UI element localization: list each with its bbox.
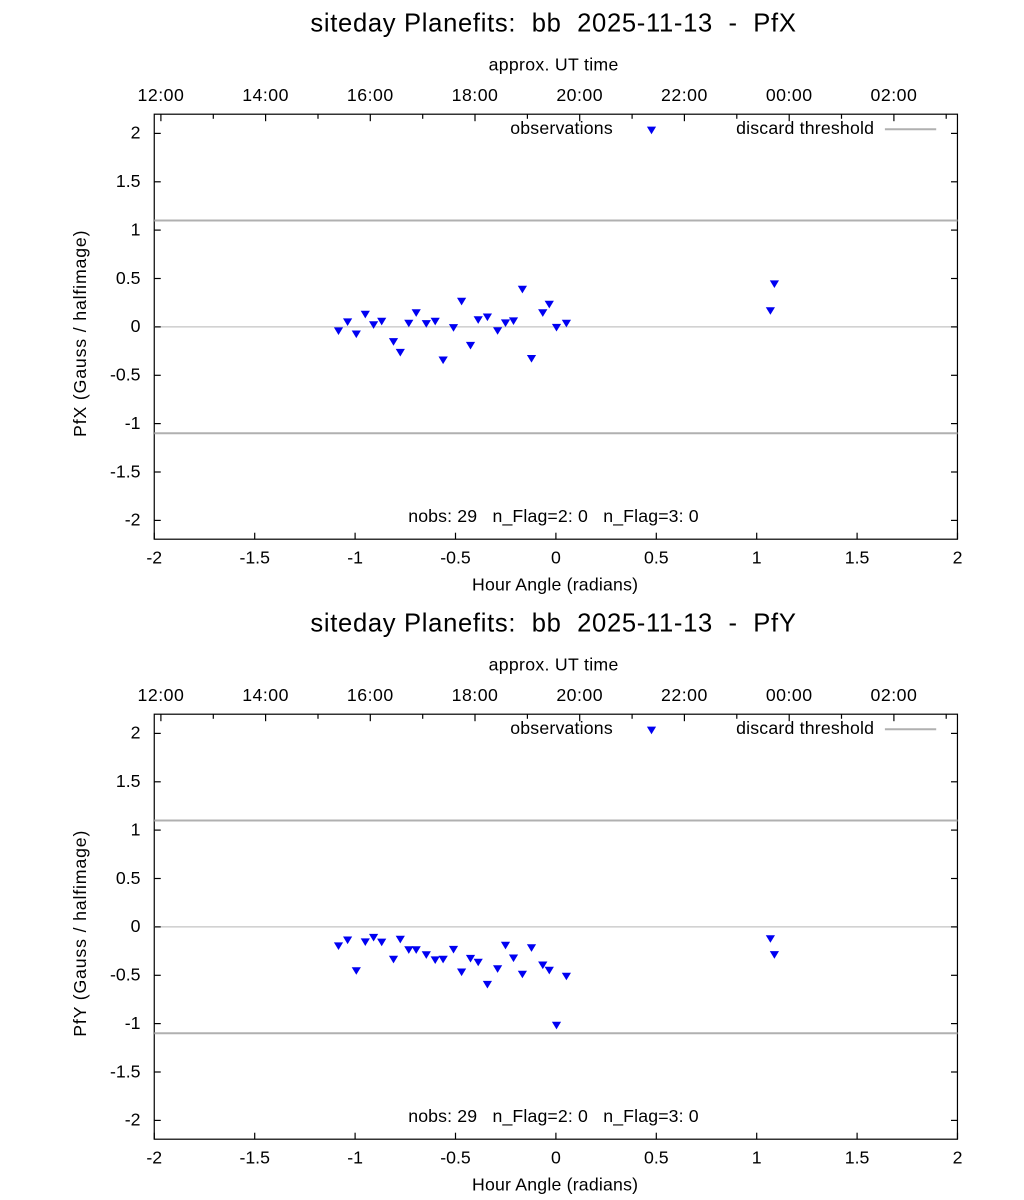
svg-text:2: 2: [953, 548, 963, 568]
svg-text:-1.5: -1.5: [239, 1148, 270, 1168]
svg-text:PfY (Gauss / halfimage): PfY (Gauss / halfimage): [70, 830, 90, 1037]
svg-text:-0.5: -0.5: [110, 365, 141, 385]
svg-text:22:00: 22:00: [661, 685, 708, 705]
svg-text:12:00: 12:00: [138, 85, 185, 105]
svg-text:-1: -1: [125, 1013, 141, 1033]
svg-text:-0.5: -0.5: [440, 548, 471, 568]
svg-text:0.5: 0.5: [116, 268, 141, 288]
svg-text:14:00: 14:00: [242, 685, 289, 705]
svg-text:-1.5: -1.5: [110, 1061, 141, 1081]
svg-text:20:00: 20:00: [556, 685, 603, 705]
svg-text:siteday Planefits: bb 2025-1: siteday Planefits: bb 2025-11-13 - PfX: [310, 10, 796, 38]
svg-text:0.5: 0.5: [644, 1148, 669, 1168]
svg-text:-0.5: -0.5: [440, 1148, 471, 1168]
svg-text:-0.5: -0.5: [110, 965, 141, 985]
svg-text:-1.5: -1.5: [239, 548, 270, 568]
svg-text:0: 0: [131, 916, 141, 936]
svg-text:0.5: 0.5: [644, 548, 669, 568]
svg-text:12:00: 12:00: [138, 685, 185, 705]
svg-text:1.5: 1.5: [116, 171, 141, 191]
svg-text:-1: -1: [125, 413, 141, 433]
svg-text:02:00: 02:00: [871, 85, 918, 105]
svg-text:00:00: 00:00: [766, 85, 813, 105]
svg-text:22:00: 22:00: [661, 85, 708, 105]
svg-text:discard threshold: discard threshold: [736, 118, 874, 138]
svg-text:-2: -2: [146, 548, 162, 568]
svg-text:-1: -1: [347, 1148, 363, 1168]
svg-text:nobs: 29 n_Flag=2: 0 n_Fla: nobs: 29 n_Flag=2: 0 n_Flag=3: 0: [408, 506, 699, 527]
svg-text:2: 2: [131, 123, 141, 143]
svg-text:18:00: 18:00: [452, 685, 499, 705]
svg-text:1.5: 1.5: [116, 771, 141, 791]
svg-text:0: 0: [551, 1148, 561, 1168]
svg-text:-1: -1: [347, 548, 363, 568]
svg-text:approx. UT time: approx. UT time: [489, 54, 619, 74]
svg-text:00:00: 00:00: [766, 685, 813, 705]
svg-text:observations: observations: [510, 718, 613, 738]
svg-text:20:00: 20:00: [556, 85, 603, 105]
svg-text:PfX (Gauss / halfimage): PfX (Gauss / halfimage): [70, 230, 90, 437]
svg-text:Hour Angle (radians): Hour Angle (radians): [472, 574, 638, 594]
svg-text:nobs: 29 n_Flag=2: 0 n_Fla: nobs: 29 n_Flag=2: 0 n_Flag=3: 0: [408, 1106, 699, 1127]
svg-text:0: 0: [131, 316, 141, 336]
svg-text:0.5: 0.5: [116, 868, 141, 888]
svg-text:-1.5: -1.5: [110, 461, 141, 481]
svg-text:16:00: 16:00: [347, 85, 394, 105]
svg-text:14:00: 14:00: [242, 85, 289, 105]
svg-text:1: 1: [131, 219, 141, 239]
svg-text:16:00: 16:00: [347, 685, 394, 705]
svg-text:18:00: 18:00: [452, 85, 499, 105]
svg-text:Hour Angle (radians): Hour Angle (radians): [472, 1174, 638, 1194]
svg-text:1.5: 1.5: [845, 548, 870, 568]
svg-text:-2: -2: [125, 1110, 141, 1130]
svg-text:approx. UT time: approx. UT time: [489, 654, 619, 674]
svg-text:siteday Planefits: bb 2025-1: siteday Planefits: bb 2025-11-13 - PfY: [310, 610, 796, 638]
svg-text:2: 2: [131, 723, 141, 743]
svg-text:discard threshold: discard threshold: [736, 718, 874, 738]
svg-text:2: 2: [953, 1148, 963, 1168]
svg-text:1.5: 1.5: [845, 1148, 870, 1168]
svg-text:-2: -2: [125, 510, 141, 530]
svg-text:observations: observations: [510, 118, 613, 138]
svg-text:02:00: 02:00: [871, 685, 918, 705]
svg-text:-2: -2: [146, 1148, 162, 1168]
svg-text:1: 1: [752, 1148, 762, 1168]
svg-text:1: 1: [131, 819, 141, 839]
svg-text:1: 1: [752, 548, 762, 568]
svg-text:0: 0: [551, 548, 561, 568]
